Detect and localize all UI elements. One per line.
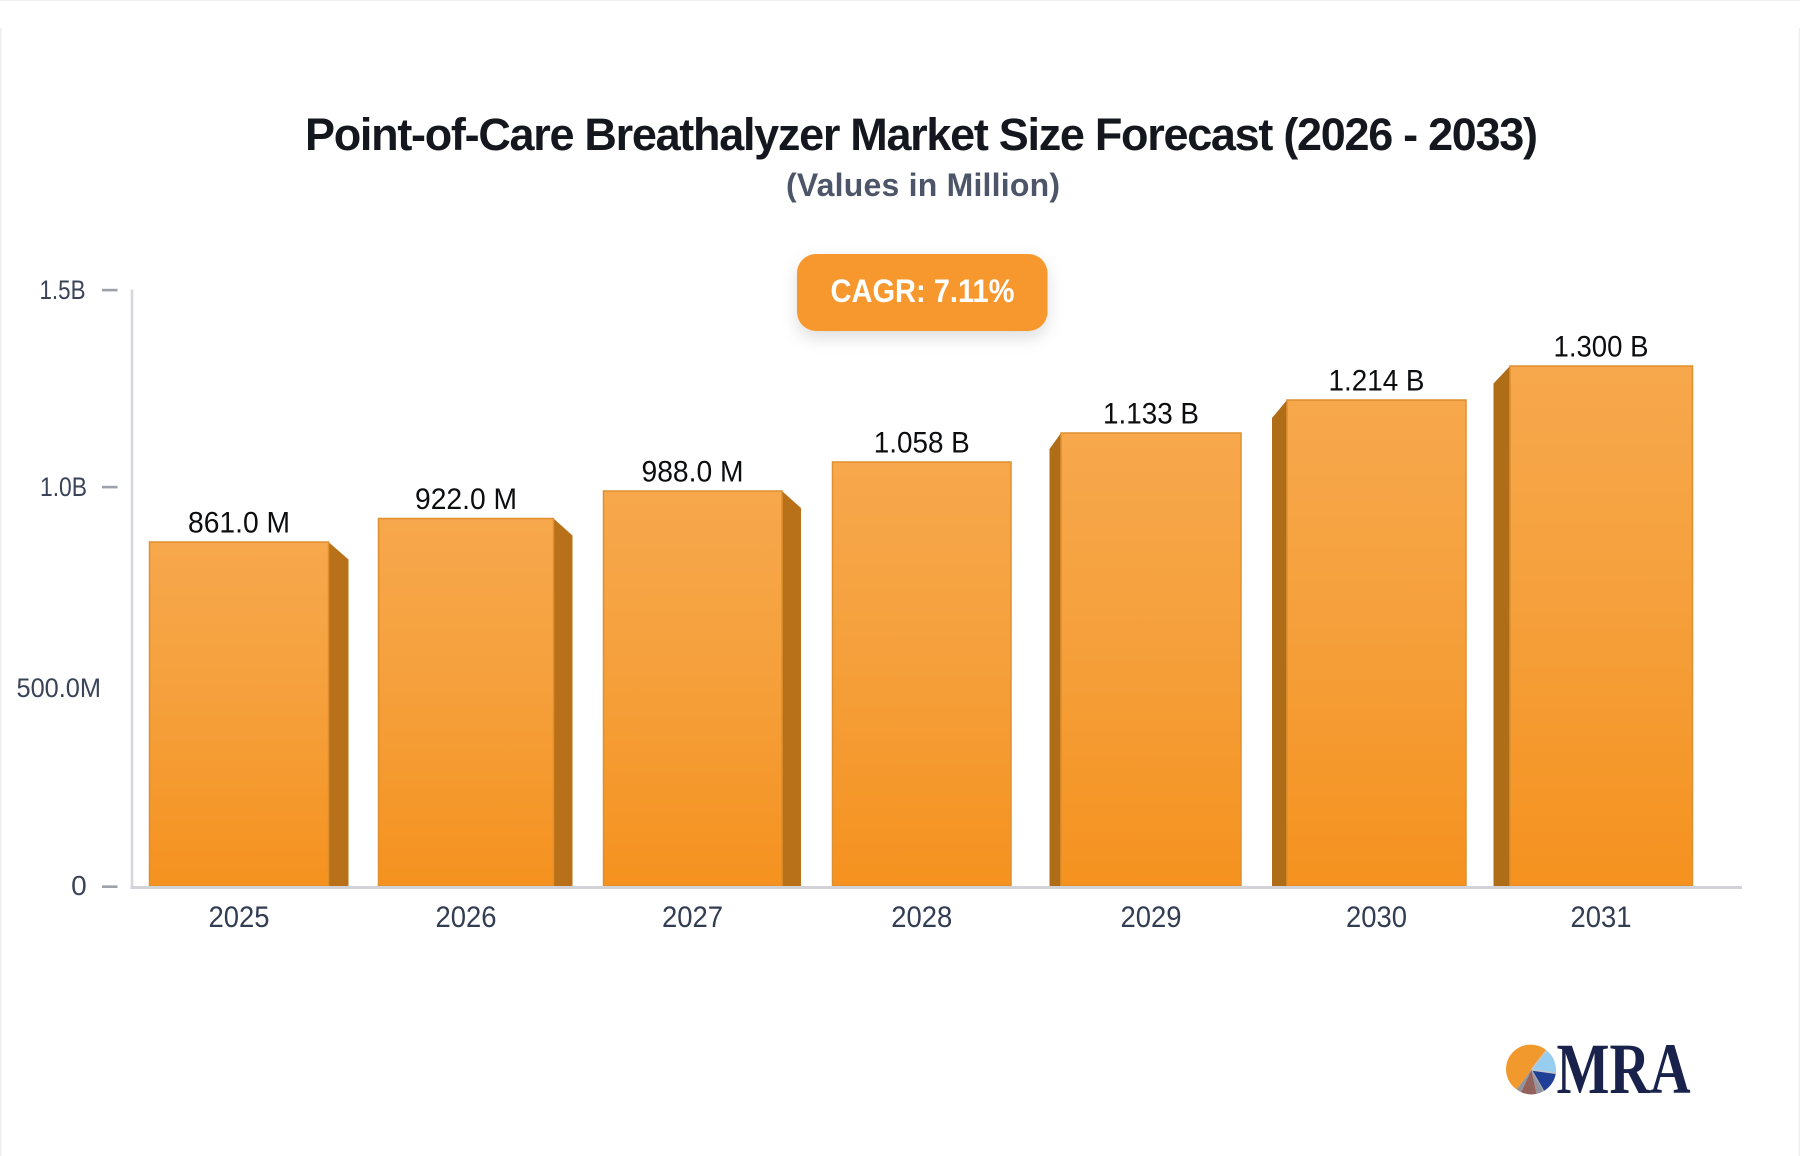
svg-text:2026: 2026 <box>436 901 497 934</box>
svg-text:861.0 M: 861.0 M <box>188 507 290 540</box>
svg-text:0: 0 <box>71 870 87 901</box>
svg-text:2030: 2030 <box>1346 901 1407 934</box>
svg-text:2028: 2028 <box>891 901 952 934</box>
svg-text:2025: 2025 <box>209 901 270 934</box>
svg-text:500.0M: 500.0M <box>17 673 102 703</box>
svg-text:2029: 2029 <box>1121 901 1182 934</box>
svg-text:1.5B: 1.5B <box>40 275 86 305</box>
svg-text:1.300 B: 1.300 B <box>1554 331 1649 364</box>
svg-text:2031: 2031 <box>1571 901 1632 934</box>
svg-text:988.0 M: 988.0 M <box>642 456 744 489</box>
svg-text:MRA: MRA <box>1557 1028 1691 1109</box>
svg-text:(Values in Million): (Values in Million) <box>786 167 1060 203</box>
svg-text:CAGR: 7.11%: CAGR: 7.11% <box>831 273 1015 309</box>
svg-text:1.0B: 1.0B <box>40 472 87 502</box>
svg-text:922.0 M: 922.0 M <box>415 483 517 516</box>
svg-text:1.214 B: 1.214 B <box>1329 365 1425 398</box>
svg-text:1.058 B: 1.058 B <box>874 427 970 460</box>
svg-text:1.133 B: 1.133 B <box>1103 398 1199 431</box>
svg-text:Point-of-Care Breathalyzer Mar: Point-of-Care Breathalyzer Market Size F… <box>305 109 1538 160</box>
svg-text:2027: 2027 <box>662 901 723 934</box>
